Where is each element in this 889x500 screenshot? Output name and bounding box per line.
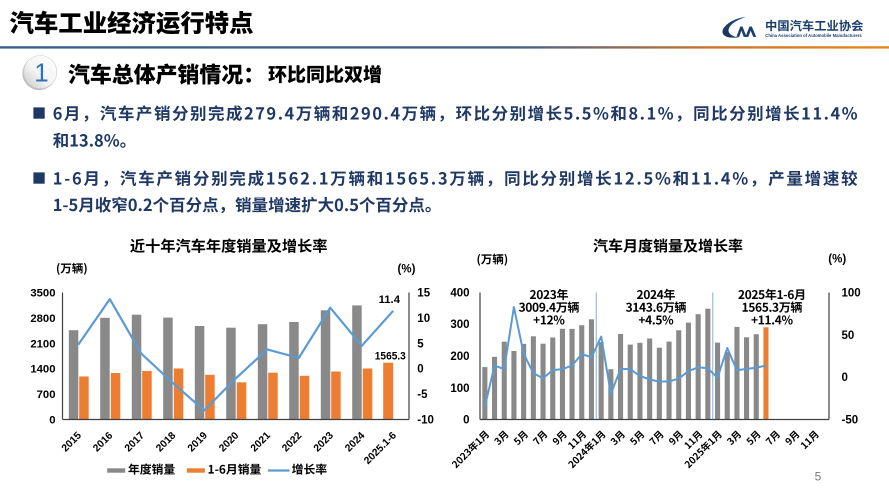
svg-text:2019: 2019	[186, 430, 210, 454]
svg-text:0: 0	[49, 415, 55, 427]
svg-text:2022: 2022	[280, 430, 304, 454]
svg-text:2800: 2800	[30, 313, 55, 325]
svg-text:300: 300	[450, 319, 469, 331]
svg-text:2024: 2024	[343, 430, 367, 454]
svg-text:-10: -10	[417, 415, 434, 427]
svg-text:2023: 2023	[312, 430, 336, 454]
svg-text:3500: 3500	[30, 288, 55, 300]
svg-text:2017: 2017	[123, 430, 147, 454]
svg-text:100: 100	[842, 288, 861, 300]
svg-text:5: 5	[815, 470, 822, 484]
svg-text:2016: 2016	[91, 430, 115, 454]
svg-text:China Association of Automobil: China Association of Automobile Manufact…	[765, 33, 862, 38]
svg-text:2021: 2021	[249, 430, 273, 454]
svg-text:2015: 2015	[60, 430, 84, 454]
svg-text:(%): (%)	[828, 254, 846, 266]
svg-text:1400: 1400	[30, 364, 55, 376]
svg-text:2020: 2020	[217, 430, 241, 454]
svg-text:-50: -50	[842, 415, 859, 427]
svg-text:2100: 2100	[30, 338, 55, 350]
svg-text:0: 0	[842, 372, 848, 384]
svg-text:1: 1	[34, 58, 48, 88]
svg-text:700: 700	[37, 389, 56, 401]
svg-text:2018: 2018	[154, 430, 178, 454]
svg-text:0: 0	[417, 364, 423, 376]
svg-text:10: 10	[417, 313, 430, 325]
svg-text:5: 5	[417, 338, 424, 350]
svg-text:2025.1-6: 2025.1-6	[362, 430, 399, 467]
svg-text:200: 200	[450, 351, 469, 363]
svg-text:(%): (%)	[398, 264, 416, 276]
svg-text:0: 0	[463, 415, 469, 427]
svg-text:15: 15	[417, 288, 430, 300]
svg-text:11.4: 11.4	[379, 294, 401, 306]
svg-text:400: 400	[450, 288, 469, 300]
svg-text:1565.3: 1565.3	[375, 351, 406, 363]
svg-text:-5: -5	[417, 389, 428, 401]
svg-text:100: 100	[450, 383, 469, 395]
svg-text:50: 50	[842, 330, 855, 342]
